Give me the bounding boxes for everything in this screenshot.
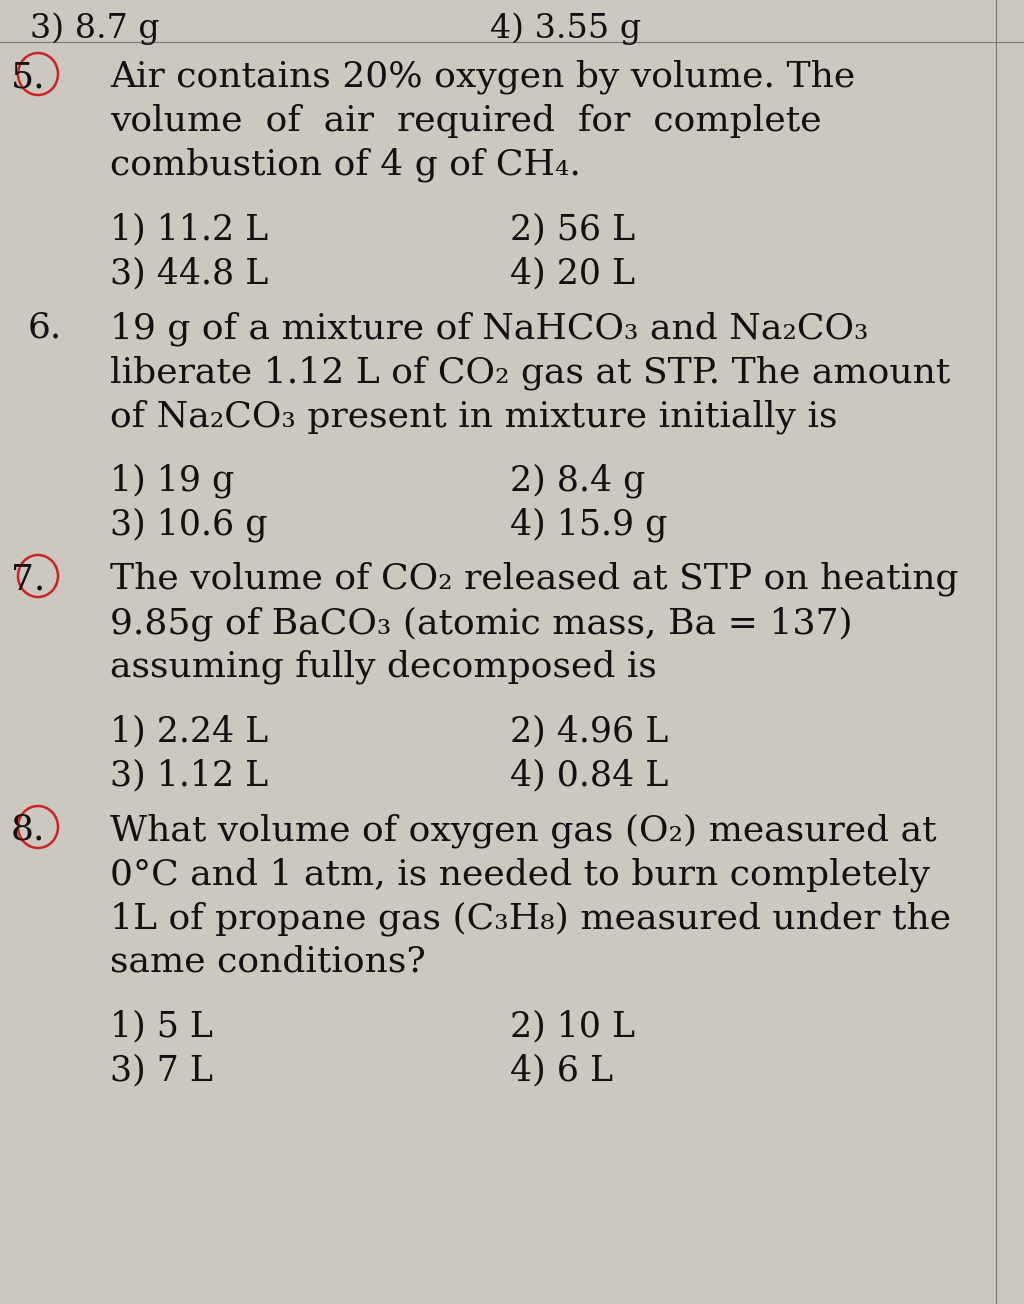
Text: 1) 5 L: 1) 5 L bbox=[110, 1009, 213, 1043]
Text: assuming fully decomposed is: assuming fully decomposed is bbox=[110, 649, 656, 685]
Text: same conditions?: same conditions? bbox=[110, 945, 426, 979]
Text: 1) 19 g: 1) 19 g bbox=[110, 463, 234, 498]
Text: What volume of oxygen gas (O₂) measured at: What volume of oxygen gas (O₂) measured … bbox=[110, 812, 937, 848]
Text: 6.: 6. bbox=[28, 310, 62, 346]
Text: combustion of 4 g of CH₄.: combustion of 4 g of CH₄. bbox=[110, 147, 581, 183]
Text: 1L of propane gas (C₃H₈) measured under the: 1L of propane gas (C₃H₈) measured under … bbox=[110, 901, 951, 935]
Text: 3) 1.12 L: 3) 1.12 L bbox=[110, 758, 268, 792]
Text: 2) 56 L: 2) 56 L bbox=[510, 213, 635, 246]
Text: 1) 11.2 L: 1) 11.2 L bbox=[110, 213, 268, 246]
Text: 5.: 5. bbox=[10, 60, 45, 94]
Text: 19 g of a mixture of NaHCO₃ and Na₂CO₃: 19 g of a mixture of NaHCO₃ and Na₂CO₃ bbox=[110, 310, 868, 346]
Text: 1) 2.24 L: 1) 2.24 L bbox=[110, 715, 268, 748]
Text: 4) 6 L: 4) 6 L bbox=[510, 1054, 613, 1088]
Text: 4) 15.9 g: 4) 15.9 g bbox=[510, 507, 668, 541]
Text: 2) 10 L: 2) 10 L bbox=[510, 1009, 635, 1043]
Text: 3) 10.6 g: 3) 10.6 g bbox=[110, 507, 267, 541]
Text: volume  of  air  required  for  complete: volume of air required for complete bbox=[110, 104, 821, 138]
Text: Air contains 20% oxygen by volume. The: Air contains 20% oxygen by volume. The bbox=[110, 60, 855, 94]
Text: of Na₂CO₃ present in mixture initially is: of Na₂CO₃ present in mixture initially i… bbox=[110, 399, 838, 433]
Text: 2) 4.96 L: 2) 4.96 L bbox=[510, 715, 669, 748]
Text: 0°C and 1 atm, is needed to burn completely: 0°C and 1 atm, is needed to burn complet… bbox=[110, 857, 930, 892]
Text: 7.: 7. bbox=[11, 562, 45, 596]
Text: 4) 20 L: 4) 20 L bbox=[510, 256, 635, 289]
Text: 4) 0.84 L: 4) 0.84 L bbox=[510, 758, 669, 792]
Text: 2) 8.4 g: 2) 8.4 g bbox=[510, 463, 645, 498]
Text: liberate 1.12 L of CO₂ gas at STP. The amount: liberate 1.12 L of CO₂ gas at STP. The a… bbox=[110, 355, 950, 390]
Text: 9.85g of BaCO₃ (atomic mass, Ba = 137): 9.85g of BaCO₃ (atomic mass, Ba = 137) bbox=[110, 606, 853, 640]
Text: 3) 7 L: 3) 7 L bbox=[110, 1054, 213, 1088]
Text: 3) 8.7 g: 3) 8.7 g bbox=[30, 12, 160, 44]
Text: 8.: 8. bbox=[10, 812, 45, 848]
Text: The volume of CO₂ released at STP on heating: The volume of CO₂ released at STP on hea… bbox=[110, 562, 958, 596]
Text: 3) 44.8 L: 3) 44.8 L bbox=[110, 256, 268, 289]
Text: 4) 3.55 g: 4) 3.55 g bbox=[490, 12, 641, 44]
